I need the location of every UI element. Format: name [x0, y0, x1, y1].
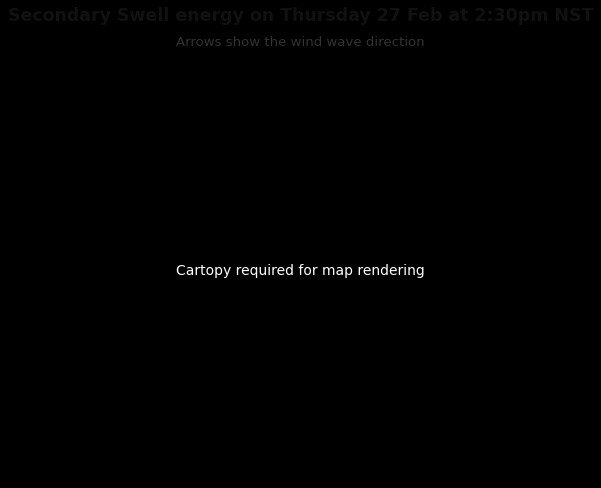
Text: Secondary Swell energy on Thursday 27 Feb at 2:30pm NST: Secondary Swell energy on Thursday 27 Fe…: [8, 7, 593, 25]
Text: Arrows show the wind wave direction: Arrows show the wind wave direction: [176, 36, 425, 49]
Text: Cartopy required for map rendering: Cartopy required for map rendering: [176, 264, 425, 277]
